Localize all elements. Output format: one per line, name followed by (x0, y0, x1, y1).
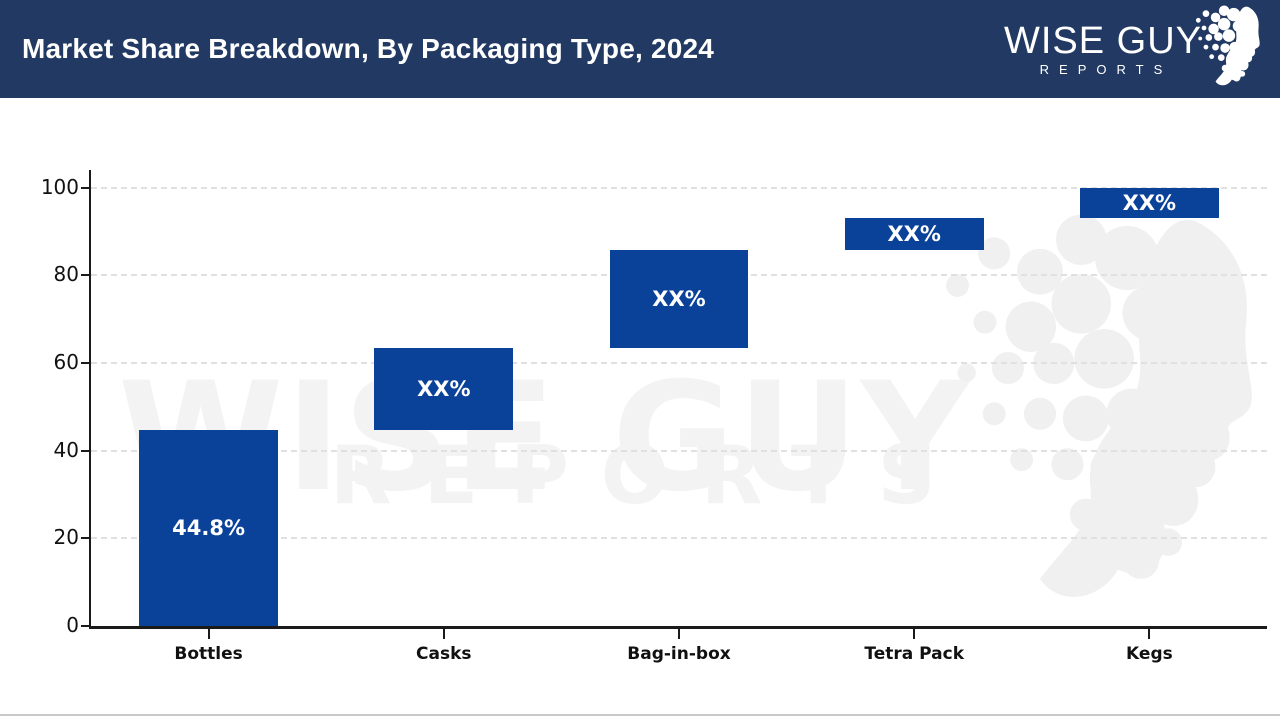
bar-casks: XX% (374, 348, 514, 430)
bottom-divider (0, 714, 1280, 716)
x-tick-mark-tetra-pack (913, 629, 916, 639)
y-tick-mark-100 (81, 186, 89, 189)
x-tick-mark-casks (442, 629, 445, 639)
x-tick-mark-bottles (207, 629, 210, 639)
y-tick-label-20: 20 (53, 525, 79, 550)
bar-kegs: XX% (1080, 187, 1219, 218)
bar-value-label-casks: XX% (417, 376, 471, 401)
y-tick-label-0: 0 (66, 613, 79, 637)
x-tick-mark-kegs (1148, 629, 1151, 639)
y-tick-mark-80 (81, 274, 89, 277)
bar-value-label-tetra-pack: XX% (887, 221, 941, 246)
page-title: Market Share Breakdown, By Packaging Typ… (22, 33, 715, 64)
y-tick-label-80: 80 (53, 262, 79, 287)
brand-logo-text: WISE GUY REPORTS (1004, 22, 1202, 76)
y-tick-label-40: 40 (53, 437, 79, 462)
x-tick-label-bag-in-box: Bag-in-box (627, 644, 731, 664)
watermark-face-icon (946, 214, 1252, 597)
bar-value-label-bottles: 44.8% (172, 515, 246, 540)
x-tick-label-kegs: Kegs (1126, 644, 1173, 664)
x-tick-label-casks: Casks (416, 644, 472, 664)
y-tick-mark-20 (81, 537, 89, 540)
bar-value-label-bag-in-box: XX% (652, 286, 706, 311)
y-tick-mark-40 (81, 449, 89, 452)
brand-subtitle: REPORTS (1039, 62, 1173, 77)
x-tick-mark-bag-in-box (678, 629, 680, 639)
x-tick-label-bottles: Bottles (174, 644, 243, 664)
y-tick-mark-60 (81, 361, 89, 364)
bar-value-label-kegs: XX% (1122, 190, 1177, 215)
plot-area: 0 20 40 60 80 100 44.8% Bottles XX% Casks XX% Bag-i… (41, 170, 1267, 664)
brand-name: WISE GUY (1003, 20, 1202, 62)
y-tick-mark-0 (81, 625, 89, 627)
gridline-60 (91, 361, 1267, 364)
x-tick-label-tetra-pack: Tetra Pack (864, 644, 965, 664)
bar-tetra-pack: XX% (844, 217, 984, 250)
header-bar: Market Share Breakdown, By Packaging Typ… (0, 0, 1280, 98)
gridline-20 (91, 537, 1267, 540)
brand-logo: WISE GUY REPORTS (1004, 5, 1266, 93)
brand-face-icon (1195, 5, 1260, 86)
gridline-100 (91, 186, 1267, 189)
y-tick-label-100: 100 (40, 174, 79, 199)
bar-bag-in-box: XX% (609, 249, 749, 349)
gridline-40 (91, 449, 1267, 452)
chart-area: WISE GUY REPORTS 0 20 40 60 80 100 44.8% Bottle… (0, 98, 1280, 718)
y-tick-label-60: 60 (53, 349, 79, 374)
watermark-subtext: REPORTS (330, 429, 968, 522)
bar-bottles: 44.8% (139, 429, 278, 626)
